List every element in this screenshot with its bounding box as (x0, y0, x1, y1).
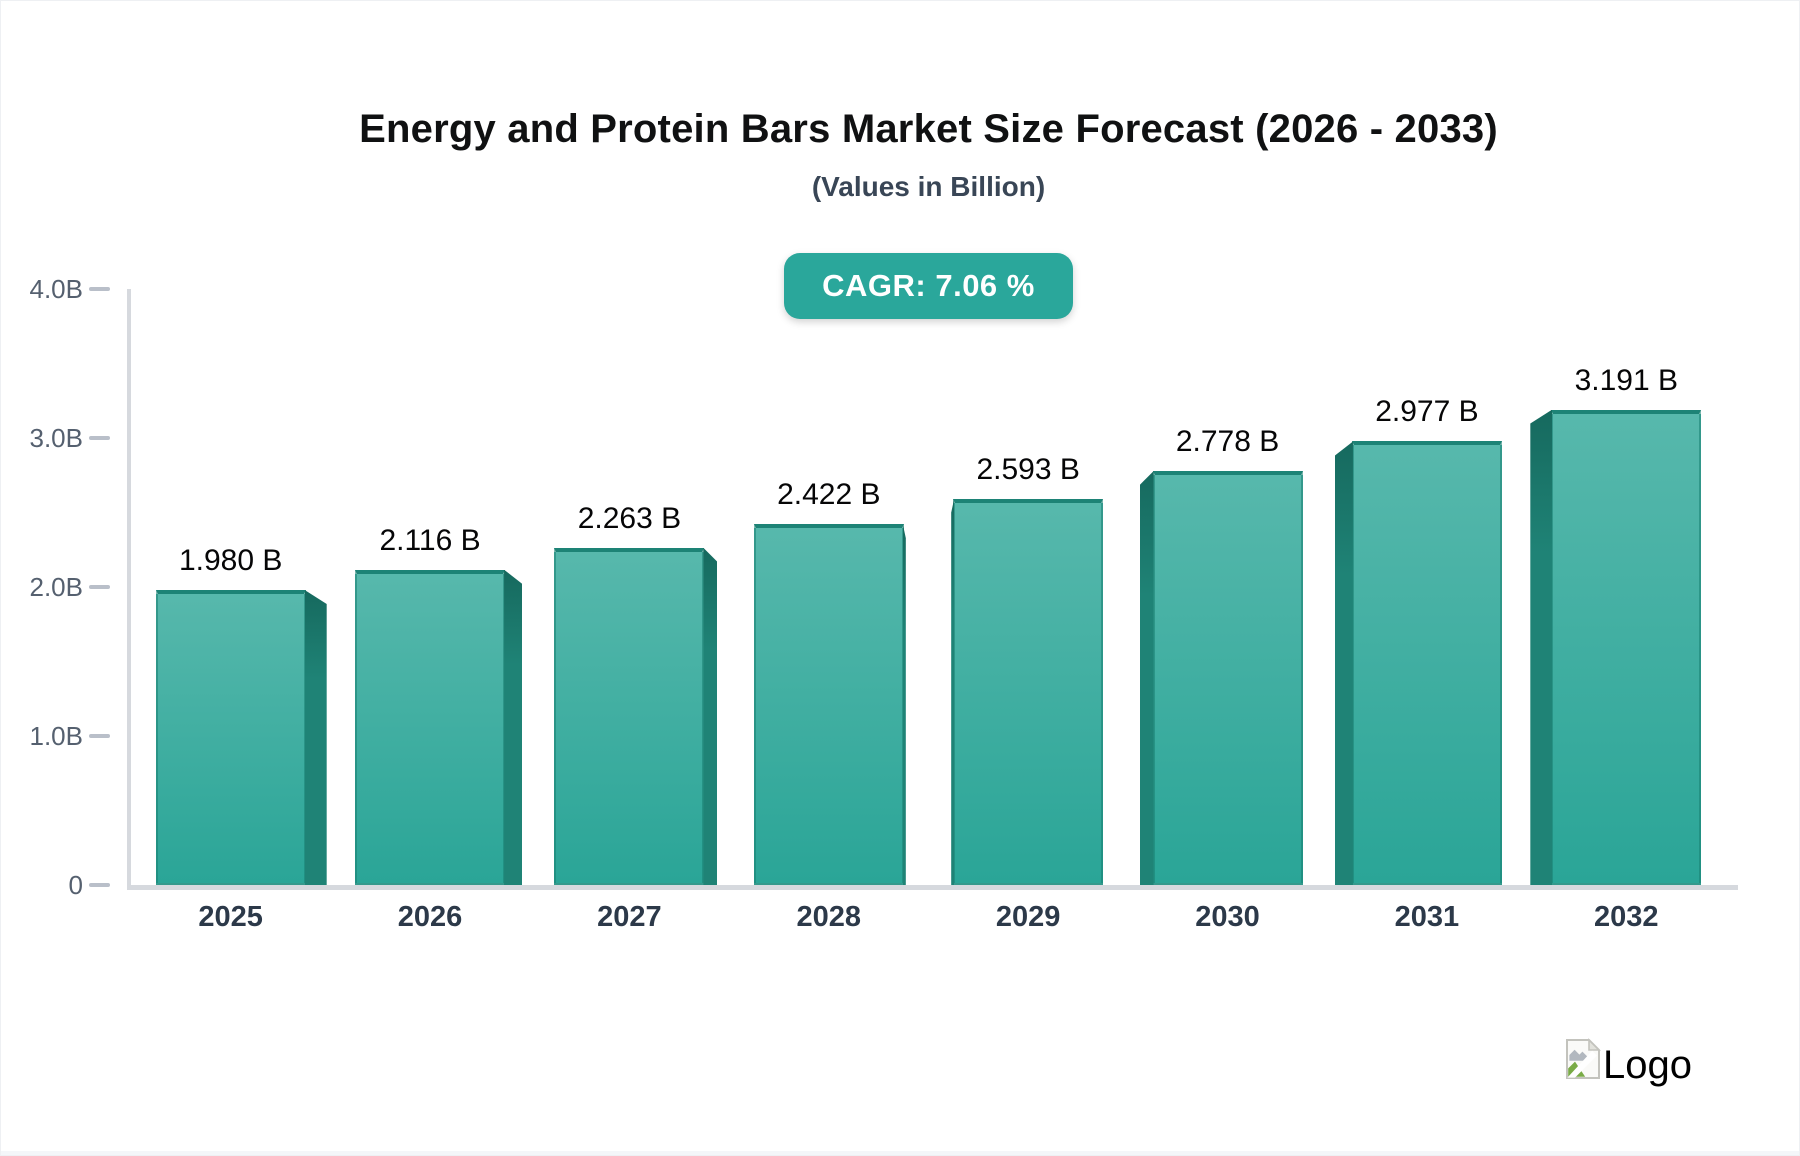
plot-area: 0 1.0B 2.0B 3.0B 4.0B 1.980 B 2025 2.116 B 2026 2… (30, 274, 1738, 933)
bar-3d-side (703, 547, 718, 885)
cagr-badge: CAGR: 7.06 % (784, 253, 1073, 319)
bar-value-label: 2.422 B (777, 478, 881, 512)
bar-value-label: 2.977 B (1375, 395, 1479, 429)
x-axis-label: 2031 (1394, 901, 1460, 933)
bar-3d-side (902, 524, 906, 885)
x-axis-label: 2029 (995, 901, 1061, 933)
x-axis-label: 2030 (1195, 901, 1260, 933)
bar-value-label: 2.778 B (1175, 425, 1280, 459)
x-axis-label: 2028 (796, 901, 862, 933)
bar[interactable] (753, 524, 904, 885)
bar-value-label: 3.191 B (1574, 363, 1679, 397)
y-tick-label: 3.0B (29, 423, 84, 453)
y-tick-label: 1.0B (29, 721, 84, 751)
x-axis-label: 2027 (597, 901, 662, 933)
logo-alt-text: Logo (1603, 1043, 1692, 1087)
y-tick-mark (89, 585, 110, 589)
x-axis-label: 2025 (198, 901, 263, 933)
bar[interactable] (1351, 441, 1502, 885)
x-axis-line (127, 885, 1738, 890)
chart-subtitle: (Values in Billion) (811, 171, 1046, 202)
y-tick-mark (89, 883, 110, 887)
y-tick-label: 0 (68, 870, 83, 900)
broken-image-icon (1565, 1038, 1601, 1085)
logo: Logo (1565, 1038, 1692, 1085)
bar-3d-side (951, 498, 955, 885)
bar[interactable] (953, 498, 1104, 885)
page-title: Energy and Protein Bars Market Size Fore… (359, 107, 1498, 151)
bar[interactable] (355, 569, 506, 885)
y-tick-mark (89, 734, 110, 738)
bar-value-label: 1.980 B (178, 543, 283, 577)
x-axis-label: 2032 (1594, 901, 1659, 933)
bar[interactable] (554, 547, 705, 885)
bar-3d-side (1530, 409, 1553, 885)
bar-3d-side (1139, 471, 1154, 885)
y-tick-label: 4.0B (29, 274, 84, 304)
bar-3d-side (1334, 441, 1353, 885)
bar-3d-side (304, 589, 327, 885)
cagr-badge-row: CAGR: 7.06 % (131, 253, 1726, 319)
bar-value-label: 2.116 B (379, 523, 481, 557)
bar[interactable] (1152, 471, 1303, 885)
y-tick-label: 2.0B (29, 572, 84, 602)
bar-value-label: 2.593 B (976, 452, 1080, 486)
bar[interactable] (155, 589, 306, 885)
bar-3d-side (504, 569, 523, 885)
bar-value-label: 2.263 B (577, 501, 682, 535)
bar[interactable] (1551, 409, 1702, 885)
y-tick-mark (89, 436, 110, 440)
x-axis-label: 2026 (397, 901, 463, 933)
y-tick-mark (89, 287, 110, 291)
